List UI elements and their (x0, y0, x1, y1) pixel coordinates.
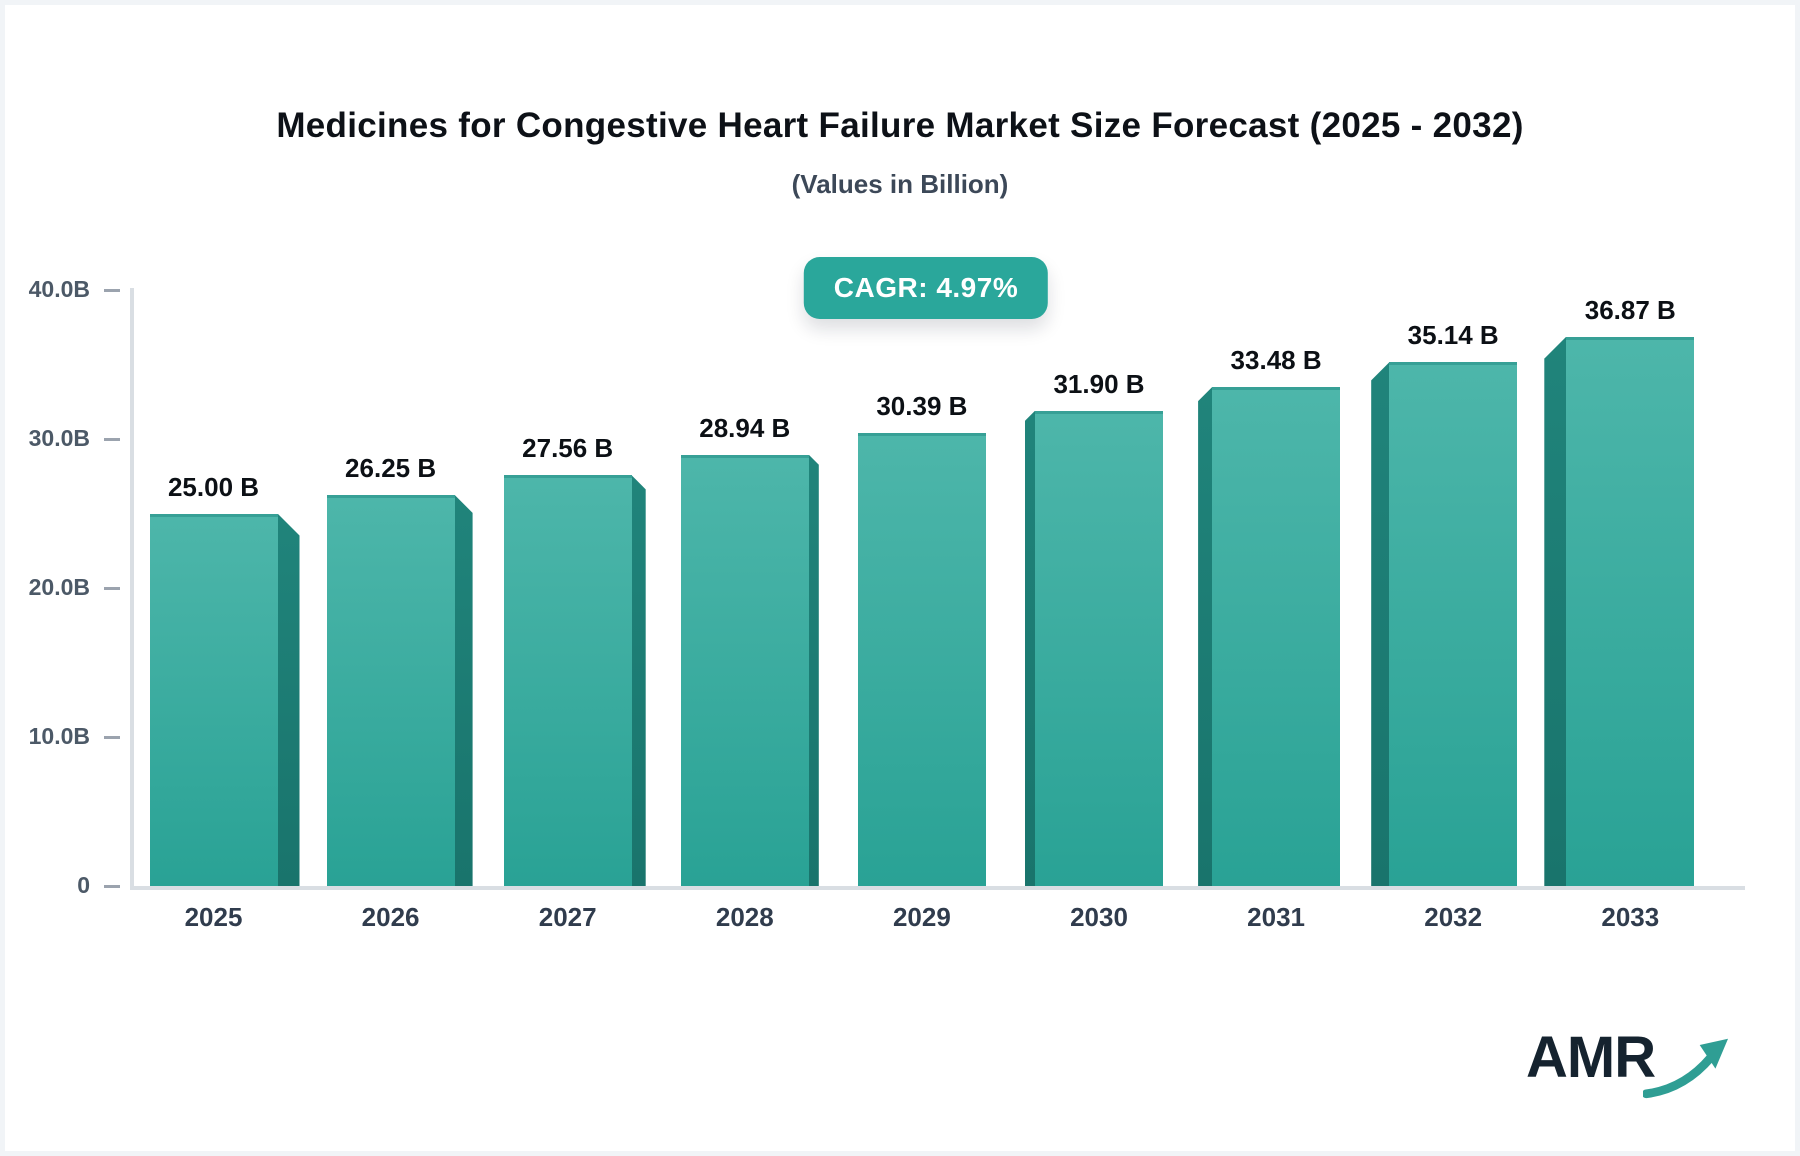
bar-value-label-2029: 30.39 B (876, 391, 968, 422)
bar-side-2033 (1544, 336, 1567, 886)
x-axis-label-2025: 2025 (184, 902, 243, 932)
bar-value-label-2028: 28.94 B (699, 412, 791, 443)
bar-side-2026 (454, 494, 473, 886)
bar-side-2030 (1025, 410, 1035, 886)
bar-2029 (857, 433, 986, 886)
x-axis-label-2027: 2027 (538, 902, 597, 932)
amr-logo: AMR (1526, 1026, 1736, 1114)
y-axis-tick-label: 30.0B (28, 425, 90, 451)
bar-2030 (1035, 410, 1163, 886)
bar-value-label-2031: 33.48 B (1230, 345, 1322, 376)
x-axis-label-2031: 2031 (1247, 902, 1306, 932)
bar-side-2027 (631, 475, 646, 886)
x-axis-line (130, 886, 1745, 890)
bar-2028 (680, 454, 809, 886)
bar-2031 (1212, 387, 1341, 886)
bar-value-label-2027: 27.56 B (522, 433, 614, 464)
bar-2033 (1566, 336, 1695, 886)
bar-value-label-2026: 26.25 B (345, 452, 437, 483)
x-axis-label-2030: 2030 (1070, 902, 1128, 932)
cagr-badge: CAGR: 4.97% (803, 257, 1049, 319)
amr-logo-text: AMR (1526, 1025, 1656, 1090)
y-axis-tick-mark (104, 586, 120, 590)
bar-side-2031 (1198, 387, 1213, 886)
y-axis-tick-label: 20.0B (28, 574, 90, 600)
bar-side-2025 (277, 513, 300, 886)
growth-arrow-icon (1643, 1038, 1729, 1099)
y-axis-tick-mark (104, 884, 120, 888)
y-axis-tick-mark (104, 288, 120, 292)
y-axis-tick-mark (104, 735, 120, 739)
x-axis-label-2032: 2032 (1424, 902, 1483, 932)
y-axis-tick-label: 40.0B (28, 276, 90, 302)
bar-2027 (503, 475, 632, 886)
x-axis-label-2033: 2033 (1601, 902, 1660, 932)
x-axis-label-2029: 2029 (892, 902, 951, 932)
bar-value-label-2033: 36.87 B (1584, 294, 1676, 325)
bar-value-label-2030: 31.90 B (1053, 368, 1145, 399)
bar-2025 (149, 513, 278, 886)
bar-side-2028 (808, 454, 819, 886)
y-axis-tick-label: 0 (77, 872, 90, 898)
y-axis-tick-mark (104, 437, 120, 441)
bar-value-label-2032: 35.14 B (1407, 320, 1499, 351)
bar-2032 (1389, 362, 1518, 886)
bar-side-2032 (1371, 362, 1390, 886)
x-axis-label-2026: 2026 (361, 902, 420, 932)
y-axis-tick-label: 10.0B (28, 723, 90, 749)
chart-subtitle: (Values in Billion) (791, 169, 1009, 199)
bar-2026 (326, 494, 455, 886)
x-axis-label-2028: 2028 (715, 902, 774, 932)
bar-value-label-2025: 25.00 B (167, 471, 260, 502)
y-axis-line (130, 288, 134, 890)
chart-title: Medicines for Congestive Heart Failure M… (276, 106, 1524, 145)
